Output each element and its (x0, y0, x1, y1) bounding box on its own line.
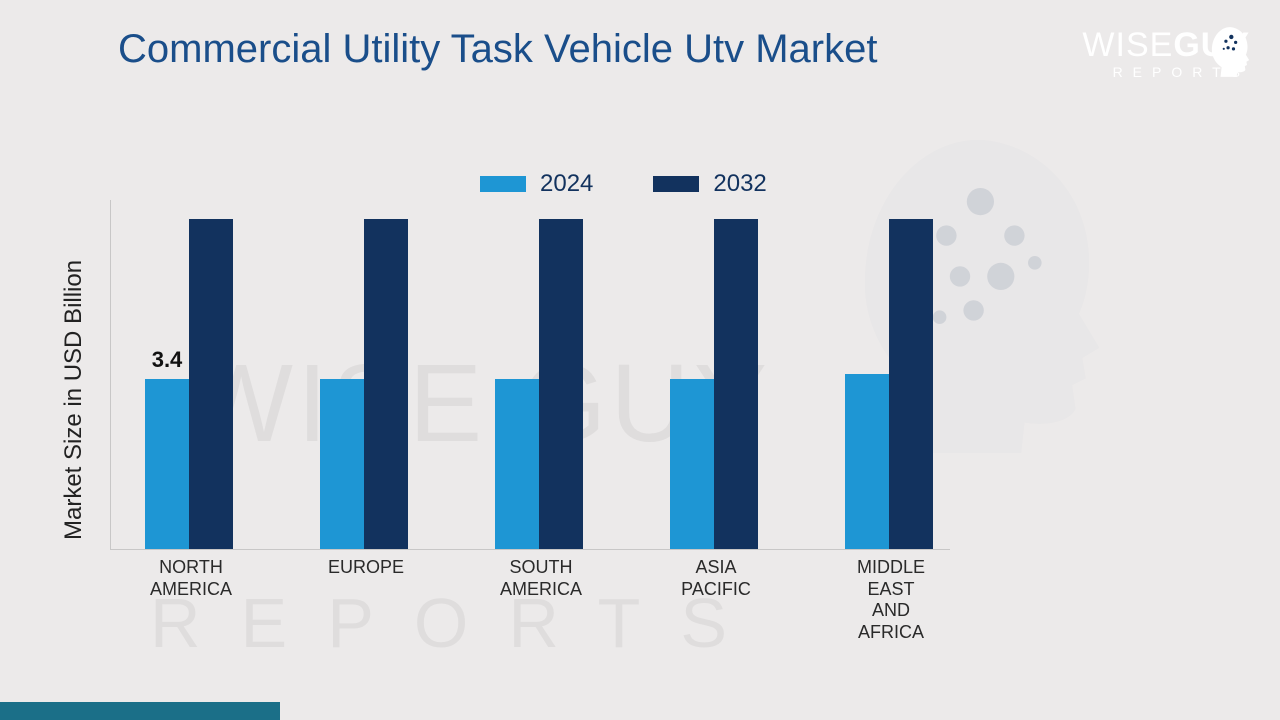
legend: 2024 2032 (480, 170, 767, 198)
x-axis-label: NORTH AMERICA (126, 557, 256, 600)
legend-label-2024: 2024 (540, 170, 593, 198)
bar-2024 (145, 379, 189, 549)
logo-word-1: WISE (1082, 26, 1173, 64)
legend-label-2032: 2032 (713, 170, 766, 198)
bar-value-label: 3.4 (145, 347, 189, 373)
bar-2032 (889, 219, 933, 549)
x-axis-label: MIDDLE EAST AND AFRICA (826, 557, 956, 643)
legend-item-2032: 2032 (653, 170, 766, 198)
bar-2024 (845, 374, 889, 549)
bar-2024 (495, 379, 539, 549)
bar-2024 (670, 379, 714, 549)
bar-2032 (189, 219, 233, 549)
y-axis-label: Market Size in USD Billion (60, 260, 88, 540)
legend-item-2024: 2024 (480, 170, 593, 198)
legend-swatch-2032 (653, 176, 699, 192)
x-axis-label: SOUTH AMERICA (476, 557, 606, 600)
bar-2024 (320, 379, 364, 549)
footer-accent-bar (0, 702, 280, 720)
bar-2032 (539, 219, 583, 549)
bar-chart: 3.4NORTH AMERICAEUROPESOUTH AMERICAASIA … (110, 200, 950, 550)
legend-swatch-2024 (480, 176, 526, 192)
logo-head-icon (1200, 24, 1254, 78)
x-axis-label: ASIA PACIFIC (651, 557, 781, 600)
bar-2032 (714, 219, 758, 549)
x-axis-label: EUROPE (301, 557, 431, 579)
bar-2032 (364, 219, 408, 549)
chart-title: Commercial Utility Task Vehicle Utv Mark… (118, 26, 877, 73)
brand-logo: WISEGUY REPORTS (1082, 28, 1250, 80)
